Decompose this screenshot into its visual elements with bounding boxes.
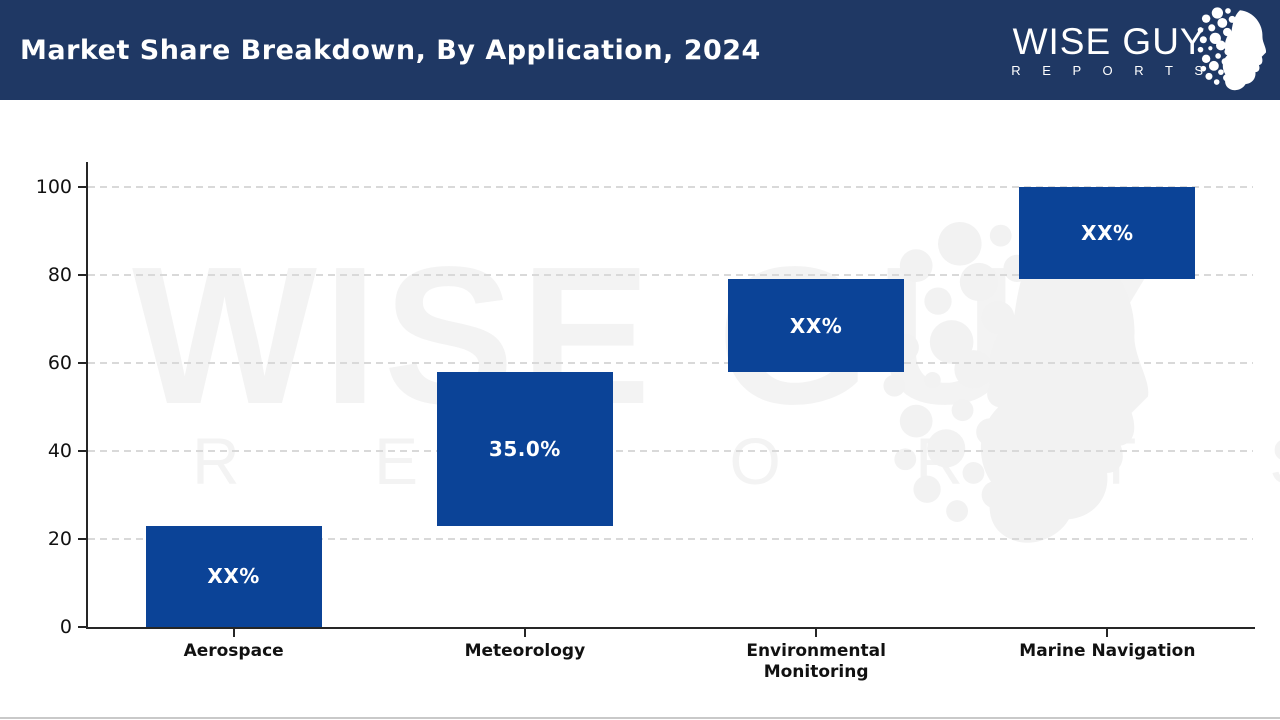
y-tick [78,538,88,540]
bar: XX% [728,279,905,372]
bottom-border [0,717,1280,719]
gridline [88,538,1253,540]
logo-head-icon [1197,7,1267,91]
gridline [88,186,1253,188]
bar-value-label: XX% [789,313,843,338]
y-tick [78,362,88,364]
x-axis-line [86,627,1255,629]
logo-text: WISE GUY R E P O R T S [1006,20,1212,79]
y-tick [78,626,88,628]
logo-subtext: R E P O R T S [1011,63,1212,79]
x-tick-label: Environmental Monitoring [746,641,886,683]
y-tick-label: 100 [35,176,72,198]
chart-region: WISE GUY R E P O R T S [0,100,1280,720]
bar: 35.0% [436,371,613,526]
x-tick-label: Meteorology [464,641,586,661]
y-tick-label: 20 [47,528,72,550]
x-tick [815,629,818,637]
x-tick [232,629,235,637]
y-axis-line [86,162,88,629]
bar-value-label: XX% [207,564,260,589]
y-tick-label: 0 [59,616,72,638]
y-tick-label: 40 [47,440,72,462]
gridline [88,450,1253,452]
bar: XX% [145,525,322,627]
x-tick [1106,629,1109,637]
bar-value-label: XX% [1081,221,1134,246]
y-tick [78,274,88,276]
y-tick-label: 60 [47,352,72,374]
plot-area: 0 20 40 60 80 100 Aerospace XX% Meteorology 35.0%… [0,100,1280,720]
bar: XX% [1019,187,1196,280]
wise-guy-logo: WISE GUY R E P O R T S [1006,4,1274,96]
x-tick [523,629,526,637]
x-tick-label: Marine Navigation [1019,641,1196,661]
bar-value-label: 35.0% [488,436,561,461]
y-tick [78,450,88,452]
gridline [88,274,1253,276]
y-tick-label: 80 [47,264,72,286]
header: Market Share Breakdown, By Application, … [0,0,1280,100]
page-title: Market Share Breakdown, By Application, … [20,34,761,66]
y-tick [78,186,88,188]
gridline [88,362,1253,364]
logo-wordmark: WISE GUY [1012,20,1206,62]
x-tick-label: Aerospace [183,641,284,661]
